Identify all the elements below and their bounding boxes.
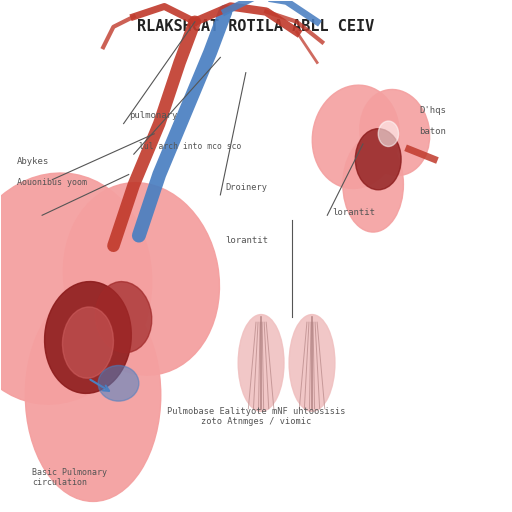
Text: pulmonary: pulmonary — [129, 112, 177, 120]
Ellipse shape — [312, 85, 399, 188]
Ellipse shape — [25, 289, 161, 501]
Ellipse shape — [355, 129, 401, 190]
Ellipse shape — [343, 137, 403, 232]
Text: D'hqs: D'hqs — [419, 106, 446, 115]
Ellipse shape — [0, 173, 152, 404]
Ellipse shape — [289, 314, 335, 411]
Text: lul arch into mco sco: lul arch into mco sco — [139, 142, 241, 151]
Ellipse shape — [98, 366, 139, 401]
Ellipse shape — [360, 90, 430, 176]
Text: Droinery: Droinery — [225, 183, 267, 192]
Text: Pulmobase Ealityote mNF uhtoosisis
zoto Atnmges / viomic: Pulmobase Ealityote mNF uhtoosisis zoto … — [167, 407, 345, 426]
Ellipse shape — [62, 307, 114, 378]
Ellipse shape — [45, 282, 132, 393]
Text: lorantit: lorantit — [225, 236, 268, 245]
Ellipse shape — [378, 121, 398, 146]
Ellipse shape — [238, 314, 284, 411]
Text: lorantit: lorantit — [332, 208, 375, 217]
Text: Abykes: Abykes — [17, 157, 49, 166]
Ellipse shape — [95, 282, 152, 353]
Text: RLAKSHCAT ROTILA ABLL CEIV: RLAKSHCAT ROTILA ABLL CEIV — [137, 19, 375, 34]
Text: Aouonibus yoom: Aouonibus yoom — [17, 178, 87, 187]
Text: baton: baton — [419, 127, 446, 136]
Ellipse shape — [63, 183, 220, 375]
Text: Basic Pulmonary
circulation: Basic Pulmonary circulation — [32, 468, 107, 487]
